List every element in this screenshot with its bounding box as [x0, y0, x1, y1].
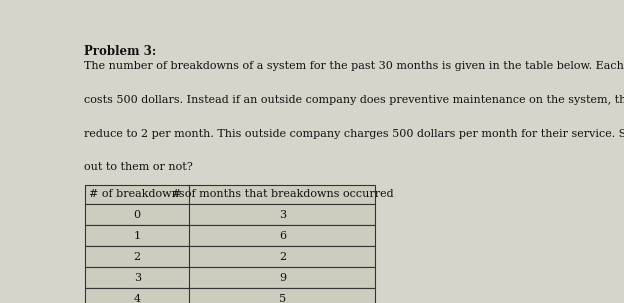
- Text: # of breakdowns: # of breakdowns: [89, 189, 185, 199]
- Text: 0: 0: [134, 210, 141, 220]
- Bar: [85, 204, 376, 225]
- Text: 2: 2: [279, 252, 286, 262]
- Text: 1: 1: [134, 231, 141, 241]
- Bar: [85, 225, 376, 246]
- Text: reduce to 2 per month. This outside company charges 500 dollars per month for th: reduce to 2 per month. This outside comp…: [84, 128, 624, 138]
- Text: 3: 3: [279, 210, 286, 220]
- Bar: [85, 246, 376, 267]
- Text: costs 500 dollars. Instead if an outside company does preventive maintenance on : costs 500 dollars. Instead if an outside…: [84, 95, 624, 105]
- Text: # of months that breakdowns occurred: # of months that breakdowns occurred: [172, 189, 393, 199]
- Text: Problem 3:: Problem 3:: [84, 45, 156, 58]
- Text: 5: 5: [279, 294, 286, 303]
- Bar: [85, 267, 376, 288]
- Bar: [85, 185, 376, 204]
- Text: out to them or not?: out to them or not?: [84, 162, 193, 172]
- Text: 4: 4: [134, 294, 141, 303]
- Text: 9: 9: [279, 273, 286, 283]
- Text: 3: 3: [134, 273, 141, 283]
- Text: 2: 2: [134, 252, 141, 262]
- Bar: [85, 288, 376, 303]
- Text: The number of breakdowns of a system for the past 30 months is given in the tabl: The number of breakdowns of a system for…: [84, 61, 624, 71]
- Text: 6: 6: [279, 231, 286, 241]
